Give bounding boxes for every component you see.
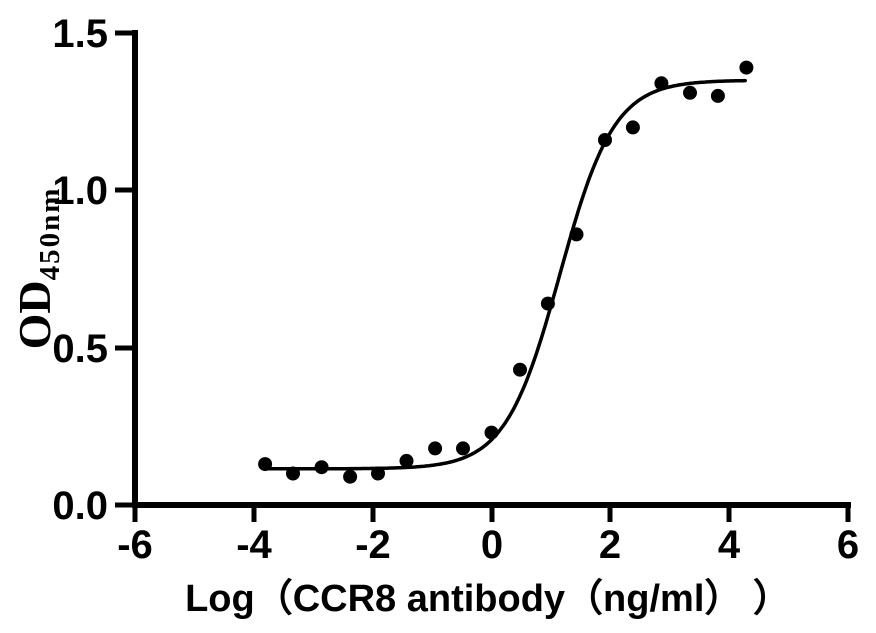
x-tick-label: 4 (718, 523, 741, 567)
y-tick-labels: 1.5 1.0 0.5 0.0 (52, 12, 108, 528)
y-tick-label: 1.0 (52, 169, 108, 213)
data-point (683, 85, 697, 100)
data-point (314, 460, 329, 475)
y-tick-label: 1.5 (52, 12, 108, 56)
fit-curve (263, 78, 747, 471)
x-axis-title: Log（CCR8 antibody（ng/ml） ） (185, 578, 791, 620)
data-point (710, 88, 725, 103)
y-tick-label: 0.0 (52, 484, 108, 528)
x-tick-labels: -6 -4 -2 0 2 4 6 (117, 523, 859, 567)
x-tick-label: -2 (355, 523, 391, 567)
data-point (625, 120, 640, 135)
data-point (569, 227, 584, 242)
data-point (598, 133, 612, 147)
data-point (540, 296, 555, 311)
data-point (654, 76, 669, 91)
data-point (399, 453, 414, 468)
data-point (258, 457, 273, 472)
data-point (428, 441, 443, 456)
data-point (484, 425, 499, 440)
data-points (258, 60, 754, 484)
data-point (739, 60, 754, 75)
y-tick-label: 0.5 (52, 327, 108, 371)
x-tick-label: -4 (236, 523, 272, 567)
data-point (343, 469, 358, 484)
y-axis-title-subscript: 450nm (34, 187, 66, 281)
y-axis-title: OD450nm (9, 187, 66, 350)
x-tick-label: 0 (481, 523, 503, 567)
y-axis-title-main: OD (9, 280, 60, 349)
data-point (456, 441, 470, 456)
data-point (371, 466, 385, 481)
x-tick-label: 2 (599, 523, 621, 567)
x-tick-label: 6 (837, 523, 859, 567)
data-point (286, 466, 300, 481)
x-tick-label: -6 (117, 523, 153, 567)
data-point (513, 362, 527, 377)
axes (115, 30, 851, 522)
